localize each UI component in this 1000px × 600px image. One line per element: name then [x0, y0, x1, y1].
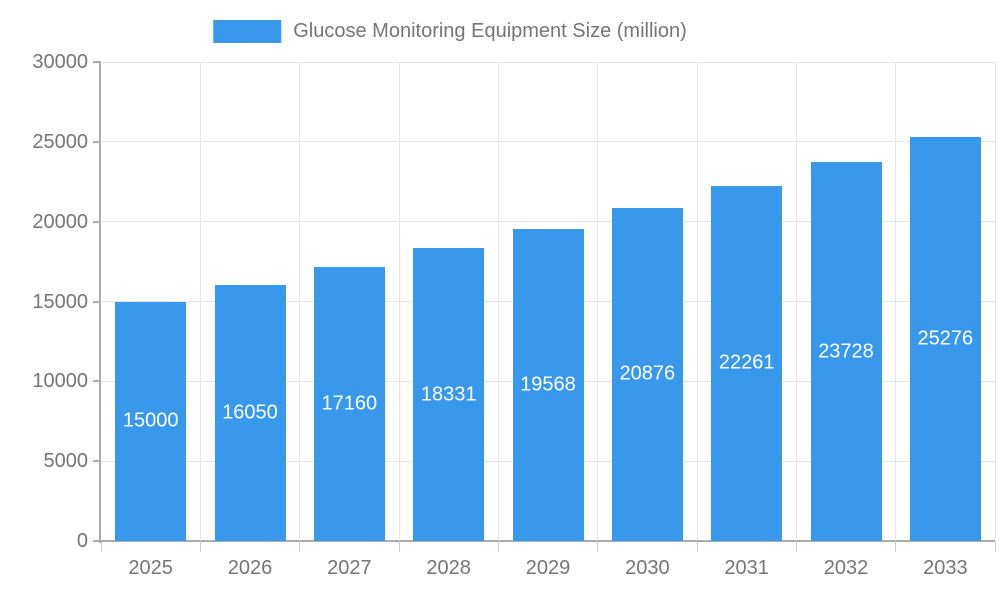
y-axis-label: 25000 [32, 130, 88, 153]
x-tick [994, 542, 996, 552]
x-gridline [299, 62, 301, 541]
bar[interactable]: 17160 [313, 267, 385, 541]
y-axis-line [99, 62, 101, 543]
x-tick [100, 542, 102, 552]
x-tick [895, 542, 897, 552]
y-tick [93, 300, 101, 303]
bar[interactable]: 18331 [413, 248, 485, 541]
y-tick [93, 460, 101, 463]
y-axis-label: 0 [76, 530, 88, 552]
bar[interactable]: 23728 [810, 162, 882, 541]
legend-label: Glucose Monitoring Equipment Size (milli… [293, 20, 687, 42]
x-axis-label: 2029 [525, 557, 571, 579]
x-gridline [696, 62, 698, 541]
bar[interactable]: 16050 [214, 284, 286, 541]
y-axis-label: 5000 [43, 450, 89, 473]
bar[interactable]: 25276 [909, 137, 981, 541]
bar-value-label: 16050 [222, 401, 278, 424]
y-axis-label: 15000 [32, 290, 88, 313]
x-axis-label: 2025 [128, 557, 173, 579]
x-gridline [497, 62, 499, 541]
x-gridline [398, 62, 400, 541]
x-axis-label: 2033 [923, 557, 968, 579]
bar-value-label: 18331 [420, 383, 477, 406]
x-gridline [895, 62, 897, 541]
x-tick [299, 542, 301, 552]
legend[interactable]: Glucose Monitoring Equipment Size (milli… [213, 20, 687, 43]
y-tick [93, 140, 101, 143]
bar-value-label: 15000 [122, 409, 179, 432]
x-tick [597, 542, 599, 552]
y-gridline [101, 141, 995, 143]
x-gridline [994, 62, 996, 541]
y-tick [93, 61, 101, 63]
x-axis-label: 2030 [625, 557, 670, 579]
x-axis-label: 2027 [327, 557, 372, 579]
x-tick [696, 542, 698, 552]
x-axis-label: 2031 [724, 557, 769, 579]
bar-value-label: 23728 [818, 340, 874, 363]
bar-value-label: 20876 [619, 362, 676, 385]
bar[interactable]: 19568 [512, 228, 584, 541]
bar-value-label: 22261 [718, 351, 775, 374]
x-axis-label: 2032 [823, 557, 869, 579]
y-tick [93, 380, 101, 383]
x-tick [398, 542, 400, 552]
x-gridline [199, 62, 201, 541]
x-tick [795, 542, 797, 552]
x-axis-label: 2028 [426, 557, 471, 579]
plot-area: 15000 16050 17160 18331 19568 20876 22261 23728… [101, 61, 996, 541]
y-gridline [101, 61, 995, 63]
x-axis-line [101, 540, 995, 542]
y-axis-label: 30000 [32, 51, 88, 73]
x-tick [497, 542, 499, 552]
y-tick [93, 540, 101, 542]
y-gridline [101, 221, 995, 223]
x-gridline [597, 62, 599, 541]
bar[interactable]: 22261 [711, 185, 783, 541]
bar-value-label: 19568 [520, 373, 576, 396]
legend-swatch-icon [213, 20, 282, 43]
y-axis-label: 10000 [32, 370, 88, 393]
y-tick [93, 220, 101, 223]
bar-value-label: 17160 [321, 392, 378, 415]
x-tick [199, 542, 201, 552]
bar[interactable]: 20876 [611, 207, 683, 541]
bar[interactable]: 15000 [115, 301, 187, 541]
x-gridline [795, 62, 797, 541]
y-axis-label: 20000 [32, 210, 88, 233]
x-axis-label: 2026 [227, 557, 273, 579]
bar-value-label: 25276 [917, 327, 974, 350]
